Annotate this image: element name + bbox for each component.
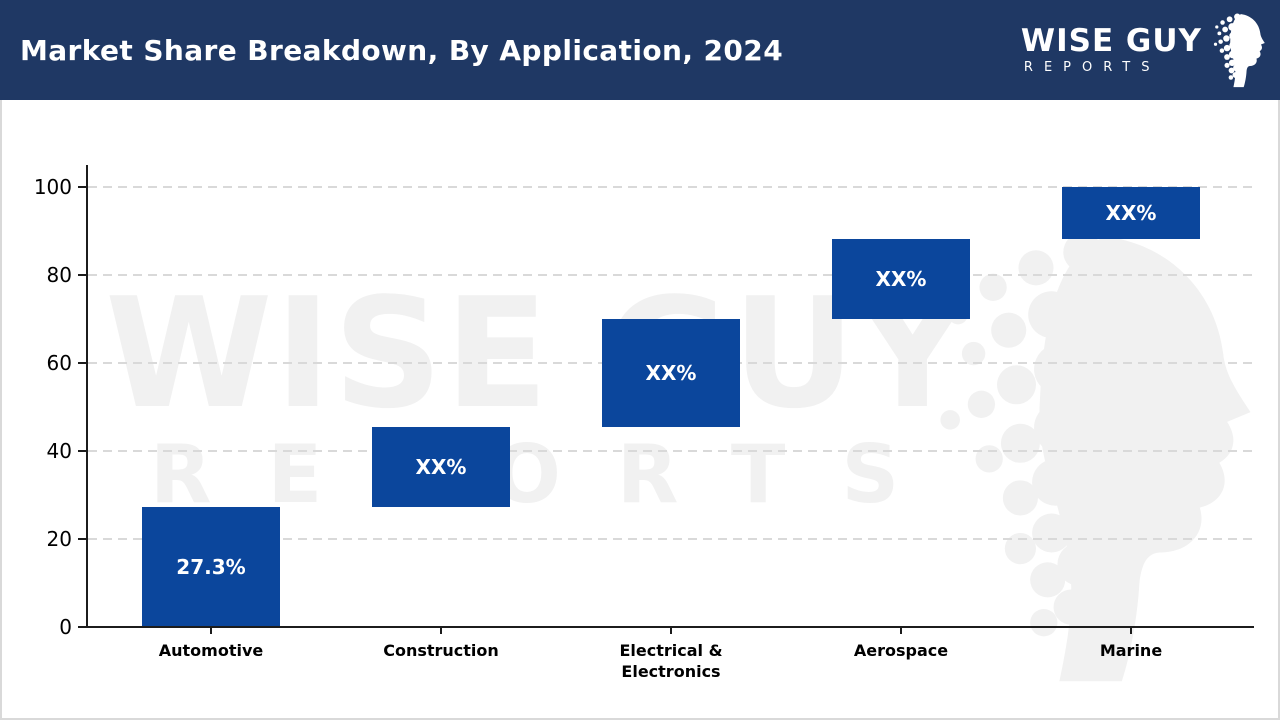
bar-value-label-electrical-electronics: XX% xyxy=(645,360,697,385)
header-bar: Market Share Breakdown, By Application, … xyxy=(0,0,1280,100)
wise-guy-logo: WISE GUY REPORTS xyxy=(1021,0,1268,100)
card-border-right xyxy=(1278,100,1280,720)
y-tick-mark-60 xyxy=(78,362,86,364)
bar-value-label-aerospace: XX% xyxy=(875,266,927,291)
bar-electrical-electronics: XX% xyxy=(602,319,740,427)
x-tick-label-line: Construction xyxy=(383,641,499,660)
watermark-text-line1: WISE GUY xyxy=(105,265,970,442)
gridline-y80 xyxy=(88,274,1254,276)
x-tick-label-line: Electrical & xyxy=(619,641,723,660)
x-tick-mark-aerospace xyxy=(900,628,902,634)
x-tick-label-automotive: Automotive xyxy=(98,640,324,661)
x-tick-label-line: Aerospace xyxy=(853,641,949,660)
x-tick-label-construction: Construction xyxy=(328,640,554,661)
y-tick-mark-100 xyxy=(78,186,86,188)
gridline-y40 xyxy=(88,450,1254,452)
card-border-bottom xyxy=(0,718,1280,720)
y-axis-line xyxy=(86,165,88,628)
x-tick-label-aerospace: Aerospace xyxy=(788,640,1014,661)
gridline-y20 xyxy=(88,538,1254,540)
x-tick-mark-automotive xyxy=(210,628,212,634)
bar-value-label-automotive: 27.3% xyxy=(176,554,246,579)
y-tick-mark-0 xyxy=(78,626,86,628)
y-tick-mark-40 xyxy=(78,450,86,452)
y-tick-label-60: 60 xyxy=(46,351,72,375)
plot-area: WISE GUY REPORTS 27.3% XX% XX% XX% XX% 0 20 40… xyxy=(0,100,1280,720)
x-tick-mark-marine xyxy=(1130,628,1132,634)
y-tick-label-100: 100 xyxy=(33,175,72,199)
bar-marine: XX% xyxy=(1062,187,1200,239)
bar-value-label-marine: XX% xyxy=(1105,200,1157,225)
x-tick-mark-construction xyxy=(440,628,442,634)
y-tick-label-40: 40 xyxy=(46,439,72,463)
chart-title: Market Share Breakdown, By Application, … xyxy=(20,33,784,67)
gridline-y100 xyxy=(88,186,1254,188)
logo-head-icon xyxy=(1213,13,1265,88)
bar-construction: XX% xyxy=(372,426,510,507)
x-tick-label-marine: Marine xyxy=(1018,640,1244,661)
logo-text: WISE GUY REPORTS xyxy=(1020,23,1202,75)
x-tick-label-electrical-electronics: Electrical & Electronics xyxy=(558,640,784,682)
x-tick-label-line: Automotive xyxy=(158,641,264,660)
bar-automotive: 27.3% xyxy=(142,506,280,627)
y-tick-label-0: 0 xyxy=(59,615,72,639)
y-tick-label-80: 80 xyxy=(46,263,72,287)
bar-aerospace: XX% xyxy=(832,238,970,319)
x-tick-label-line: Marine xyxy=(1099,641,1163,660)
watermark-head-icon xyxy=(940,232,1251,682)
x-tick-label-line: Electronics xyxy=(621,662,721,681)
y-tick-label-20: 20 xyxy=(46,527,72,551)
logo-wordmark: WISE GUY xyxy=(1020,23,1202,59)
card-border-left xyxy=(0,100,2,720)
x-axis-line xyxy=(86,626,1254,628)
x-tick-mark-electrical-electronics xyxy=(670,628,672,634)
y-tick-mark-80 xyxy=(78,274,86,276)
bar-value-label-construction: XX% xyxy=(415,454,467,479)
y-tick-mark-20 xyxy=(78,538,86,540)
logo-subtitle: REPORTS xyxy=(1023,60,1161,75)
watermark-text-line2: REPORTS xyxy=(150,428,956,521)
